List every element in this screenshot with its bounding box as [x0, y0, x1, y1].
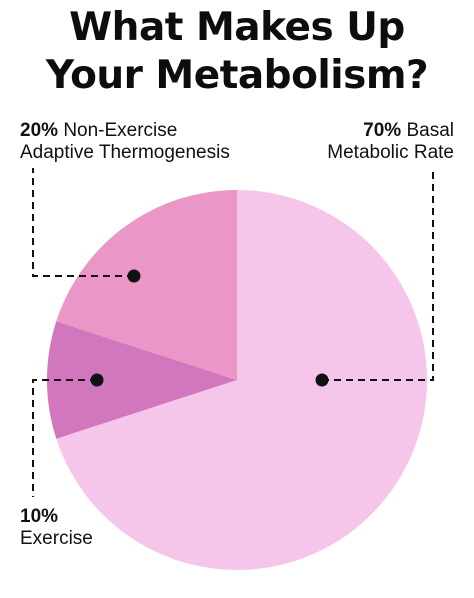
leader-basal-metabolic-rate-line — [322, 168, 434, 381]
pie-slice-basal-metabolic-rate — [56, 190, 428, 570]
slice-label-pct: 20% — [20, 120, 59, 141]
pie-slices — [46, 190, 428, 570]
slice-label-text: Basal — [406, 120, 454, 141]
slice-label-text: Non-Exercise — [63, 120, 178, 141]
slice-label-pct: 70% — [363, 120, 402, 141]
leader-lines — [32, 168, 434, 497]
slice-label-text: Exercise — [20, 528, 93, 549]
leader-exercise-line — [32, 379, 97, 497]
pie-slice-exercise — [46, 321, 237, 439]
chart-title-line-2: Your Metabolism? — [45, 53, 429, 98]
leader-exercise-dot — [90, 373, 104, 387]
chart-title: What Makes Up Your Metabolism? — [0, 4, 474, 100]
slice-label-text-line-2: Metabolic Rate — [327, 142, 454, 163]
callout-non-exercise-thermogenesis: 20% Non-Exercise Adaptive Thermogenesis — [20, 120, 230, 164]
callout-basal-metabolic-rate: 70% Basal Metabolic Rate — [327, 120, 454, 164]
leader-non-exercise-thermogenesis-dot — [127, 269, 141, 283]
pie-slice-non-exercise-thermogenesis — [56, 190, 238, 380]
slice-label-pct: 10% — [20, 506, 59, 527]
leader-non-exercise-thermogenesis-line — [32, 168, 134, 277]
callout-exercise: 10% Exercise — [20, 506, 93, 550]
slice-label-text-line-2: Adaptive Thermogenesis — [20, 142, 230, 163]
chart-title-line-1: What Makes Up — [69, 5, 405, 50]
leader-basal-metabolic-rate-dot — [315, 373, 329, 387]
